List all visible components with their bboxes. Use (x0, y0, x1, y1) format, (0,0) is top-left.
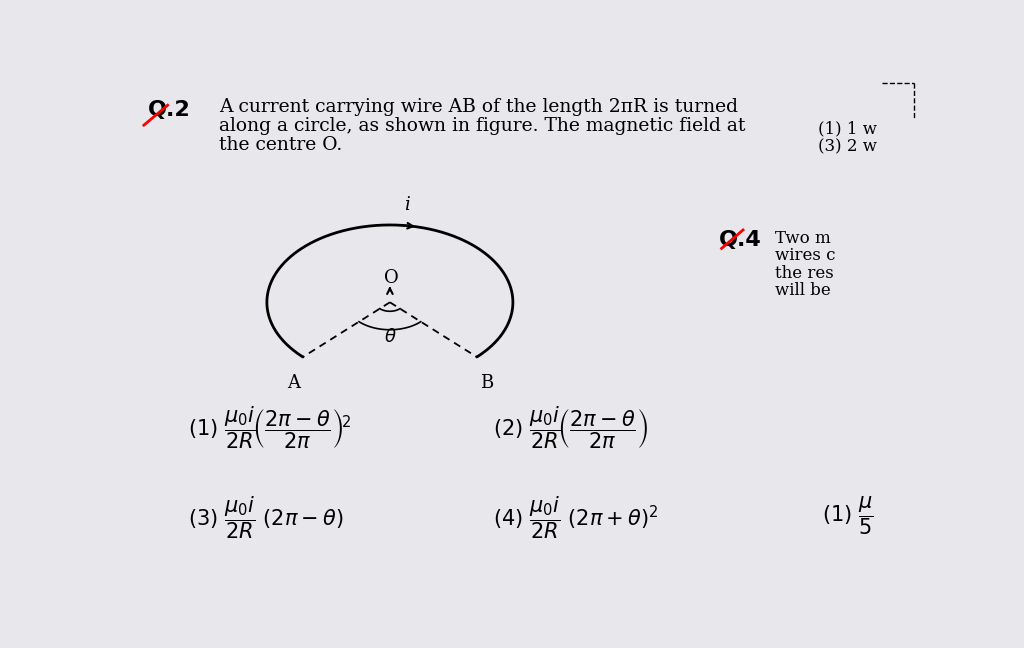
Text: Q.2: Q.2 (147, 100, 190, 121)
Text: A: A (287, 375, 300, 393)
Text: $\theta$: $\theta$ (384, 329, 396, 346)
Text: $(2)\ \dfrac{\mu_0 i}{2R}\!\left(\dfrac{2\pi-\theta}{2\pi}\right)$: $(2)\ \dfrac{\mu_0 i}{2R}\!\left(\dfrac{… (494, 404, 648, 451)
Text: A current carrying wire AB of the length 2πR is turned: A current carrying wire AB of the length… (219, 98, 738, 116)
Text: will be: will be (775, 283, 830, 299)
Text: $(4)\ \dfrac{\mu_0 i}{2R}\ (2\pi+\theta)^2$: $(4)\ \dfrac{\mu_0 i}{2R}\ (2\pi+\theta)… (494, 494, 658, 541)
Text: $(1)\ \dfrac{\mu_0 i}{2R}\!\left(\dfrac{2\pi-\theta}{2\pi}\right)^{\!2}$: $(1)\ \dfrac{\mu_0 i}{2R}\!\left(\dfrac{… (187, 404, 351, 451)
Text: the centre O.: the centre O. (219, 135, 342, 154)
Text: B: B (480, 375, 493, 393)
Text: the res: the res (775, 265, 834, 282)
Text: $(1)\ \dfrac{\mu}{5}$: $(1)\ \dfrac{\mu}{5}$ (822, 494, 874, 537)
Text: along a circle, as shown in figure. The magnetic field at: along a circle, as shown in figure. The … (219, 117, 745, 135)
Text: i: i (404, 196, 410, 214)
Text: (1) 1 w: (1) 1 w (818, 120, 878, 137)
Text: $(3)\ \dfrac{\mu_0 i}{2R}\ (2\pi-\theta)$: $(3)\ \dfrac{\mu_0 i}{2R}\ (2\pi-\theta)… (187, 494, 343, 541)
Text: Two m: Two m (775, 230, 830, 247)
Text: (3) 2 w: (3) 2 w (818, 139, 878, 156)
Text: O: O (384, 270, 399, 287)
Text: Q.4: Q.4 (719, 230, 762, 250)
Text: wires c: wires c (775, 248, 836, 264)
